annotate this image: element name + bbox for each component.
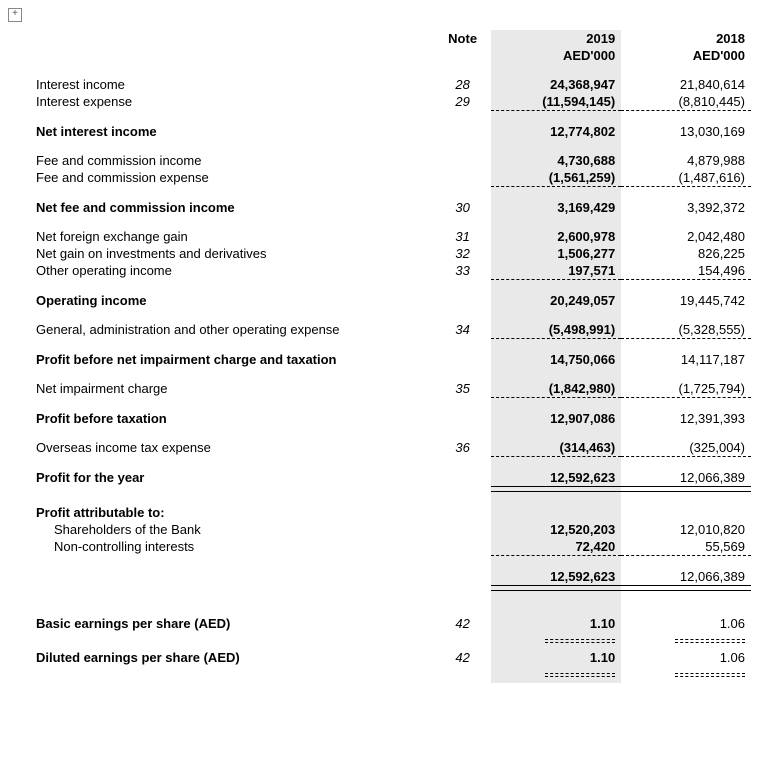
- row-fx-gain: Net foreign exchange gain 31 2,600,978 2…: [30, 228, 751, 245]
- row-inv-gain: Net gain on investments and derivatives …: [30, 245, 751, 262]
- hdr-note: Note: [434, 30, 492, 47]
- row-interest-income: Interest income 28 24,368,947 21,840,614: [30, 76, 751, 93]
- row-basic-eps: Basic earnings per share (AED) 42 1.10 1…: [30, 615, 751, 632]
- row-tax: Overseas income tax expense 36 (314,463)…: [30, 439, 751, 457]
- row-operating-income: Operating income 20,249,057 19,445,742: [30, 292, 751, 309]
- row-diluted-eps: Diluted earnings per share (AED) 42 1.10…: [30, 649, 751, 666]
- row-attrib-total: 12,592,623 12,066,389: [30, 568, 751, 586]
- row-other-income: Other operating income 33 197,571 154,49…: [30, 262, 751, 280]
- hdr-2018-unit: AED'000: [621, 47, 751, 64]
- rule-icon: [675, 639, 745, 643]
- rule-icon: [545, 673, 615, 677]
- rule-icon: [675, 673, 745, 677]
- hdr-2019-unit: AED'000: [491, 47, 621, 64]
- row-net-fee-income: Net fee and commission income 30 3,169,4…: [30, 199, 751, 216]
- income-statement-table: Note 2019 2018 AED'000 AED'000 Interest …: [30, 30, 751, 683]
- row-interest-expense: Interest expense 29 (11,594,145) (8,810,…: [30, 93, 751, 111]
- row-pbt-impairment: Profit before net impairment charge and …: [30, 351, 751, 368]
- row-profit-year: Profit for the year 12,592,623 12,066,38…: [30, 469, 751, 487]
- row-pbt: Profit before taxation 12,907,086 12,391…: [30, 410, 751, 427]
- row-fee-income: Fee and commission income 4,730,688 4,87…: [30, 152, 751, 169]
- row-attrib-header: Profit attributable to:: [30, 504, 751, 521]
- expand-icon[interactable]: +: [8, 8, 22, 22]
- row-ga-expense: General, administration and other operat…: [30, 321, 751, 339]
- hdr-2019: 2019: [491, 30, 621, 47]
- row-impairment: Net impairment charge 35 (1,842,980) (1,…: [30, 380, 751, 398]
- row-shareholders: Shareholders of the Bank 12,520,203 12,0…: [30, 521, 751, 538]
- row-fee-expense: Fee and commission expense (1,561,259) (…: [30, 169, 751, 187]
- hdr-2018: 2018: [621, 30, 751, 47]
- rule-icon: [545, 639, 615, 643]
- row-net-interest-income: Net interest income 12,774,802 13,030,16…: [30, 123, 751, 140]
- row-nci: Non-controlling interests 72,420 55,569: [30, 538, 751, 556]
